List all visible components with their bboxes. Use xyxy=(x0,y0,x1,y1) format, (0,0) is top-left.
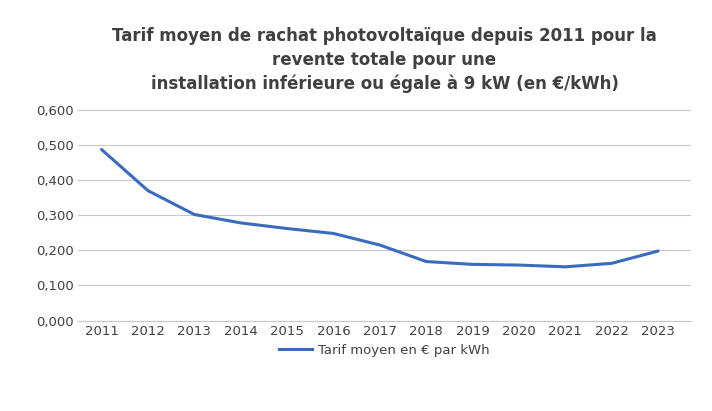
Title: Tarif moyen de rachat photovoltaïque depuis 2011 pour la
revente totale pour une: Tarif moyen de rachat photovoltaïque dep… xyxy=(112,27,657,93)
Legend: Tarif moyen en € par kWh: Tarif moyen en € par kWh xyxy=(273,338,496,362)
